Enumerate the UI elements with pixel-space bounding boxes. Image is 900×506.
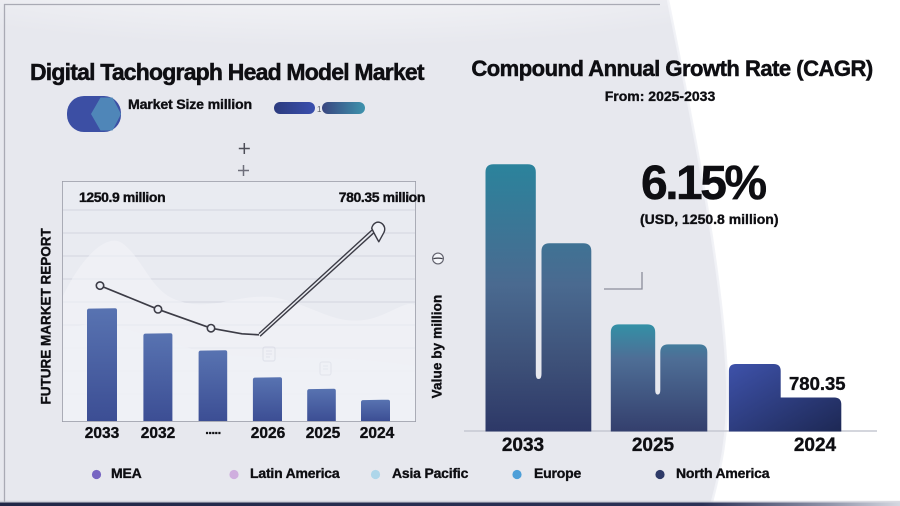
svg-text:1: 1 bbox=[317, 105, 322, 114]
